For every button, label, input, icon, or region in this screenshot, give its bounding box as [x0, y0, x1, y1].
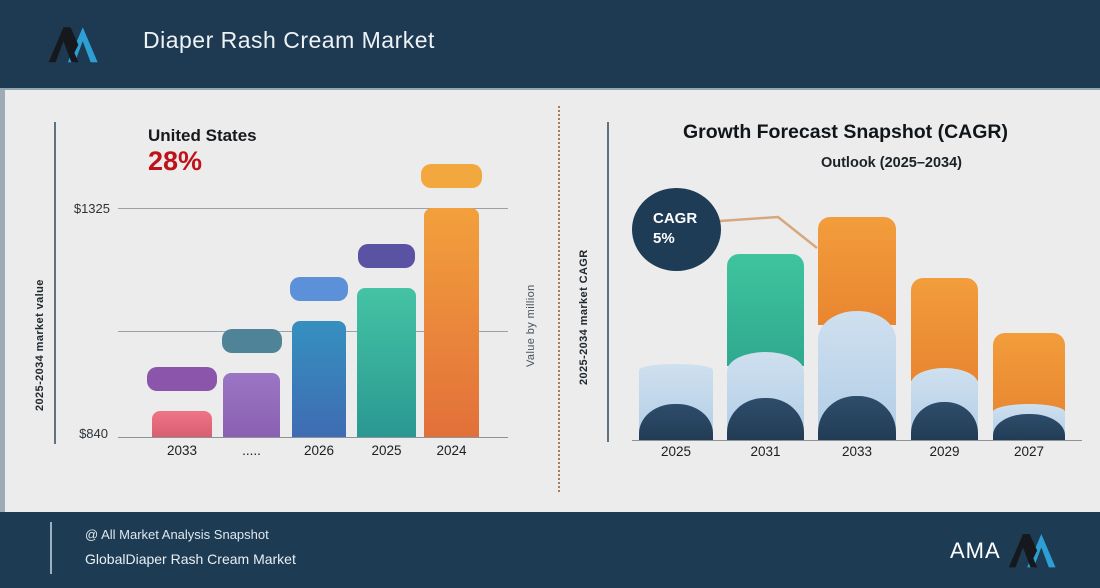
- bar-cap-2033: [147, 367, 217, 391]
- ama-logo-icon: [48, 27, 98, 63]
- tick-1325: $1325: [73, 201, 110, 216]
- panel-divider: [558, 106, 560, 492]
- right-y-axis: [607, 122, 609, 442]
- cagr-badge-line2: 5%: [653, 229, 675, 247]
- bar-cap-2024: [421, 164, 482, 188]
- x-label-2025: 2025: [371, 443, 402, 458]
- footer-divider-line: [50, 522, 52, 574]
- content-left-edge: [0, 90, 5, 512]
- segment-navy-2027: [993, 414, 1065, 440]
- footer-title-line: GlobalDiaper Rash Cream Market: [85, 551, 296, 567]
- tick-840: $840: [79, 426, 108, 441]
- segment-orange-2027: [993, 333, 1065, 418]
- right-y-axis-label: 2025-2034 market CAGR: [578, 249, 590, 386]
- left-y-axis-label: 2025-2034 market value: [34, 279, 46, 411]
- right-baseline: [632, 440, 1082, 441]
- x-label-2026: 2026: [303, 443, 335, 458]
- x-label-2024: 2024: [436, 443, 467, 458]
- value-by-million-label: Value by million: [525, 284, 537, 367]
- x-label-2033: 2033: [166, 443, 198, 458]
- bar-cap-2026: [290, 277, 348, 301]
- left-y-axis: [54, 122, 56, 444]
- right-chart-title: Growth Forecast Snapshot (CAGR): [682, 121, 1009, 143]
- bar-2024: [424, 208, 479, 437]
- segment-orange-2029: [911, 278, 978, 381]
- bar-2033: [152, 411, 212, 437]
- x-label-2025: 2025: [660, 444, 692, 459]
- stacked-bar-2027: [993, 333, 1065, 440]
- stacked-bar-2025: [639, 364, 713, 440]
- right-chart-subtitle: Outlook (2025–2034): [820, 155, 963, 171]
- footer-ama-logo-icon: [1008, 534, 1056, 568]
- header: Diaper Rash Cream Market: [0, 0, 1100, 90]
- x-label-.....: .....: [242, 443, 261, 458]
- footer: @ All Market Analysis Snapshot GlobalDia…: [0, 512, 1100, 588]
- bar-2026: [292, 321, 346, 437]
- cagr-badge: CAGR 5%: [632, 188, 721, 271]
- footer-brand-text: AMA: [950, 538, 1001, 563]
- bar-2025: [357, 288, 416, 437]
- bar-cap-.....: [221, 329, 282, 353]
- page-title: Diaper Rash Cream Market: [143, 27, 435, 53]
- segment-orange-2033: [818, 217, 896, 325]
- x-label-2033: 2033: [841, 444, 873, 459]
- cagr-badge-line1: CAGR: [653, 210, 698, 227]
- bar-cap-2025: [358, 244, 415, 268]
- stacked-bar-2029: [911, 278, 978, 440]
- region-label: United States: [148, 126, 257, 145]
- gridline-1325: [118, 208, 508, 209]
- x-label-2031: 2031: [750, 444, 781, 459]
- stacked-bar-2031: [727, 254, 804, 440]
- x-label-2027: 2027: [1013, 444, 1045, 459]
- footer-source-line: @ All Market Analysis Snapshot: [85, 527, 269, 542]
- highlight-percentage: 28%: [148, 146, 203, 176]
- stacked-bar-2033: [818, 217, 896, 440]
- x-label-2029: 2029: [929, 444, 960, 459]
- left-baseline: [118, 437, 508, 438]
- segment-teal-2031: [727, 254, 804, 366]
- bar-.....: [223, 373, 280, 437]
